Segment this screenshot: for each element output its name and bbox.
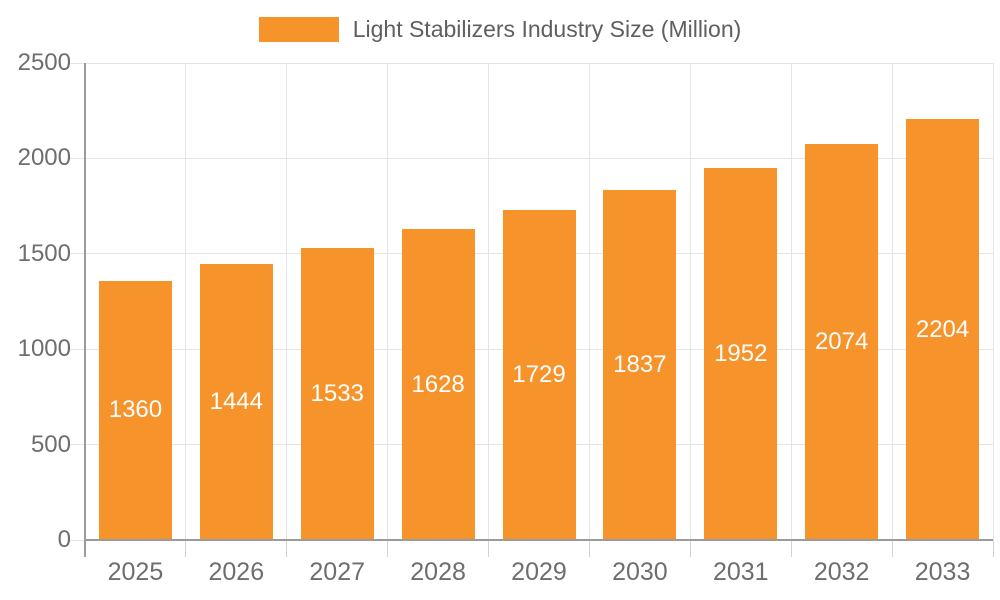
y-axis-label: 500 [30, 430, 71, 458]
bar-2029[interactable] [502, 210, 576, 540]
x-axis-label: 2026 [208, 558, 265, 586]
x-axis-label: 2032 [813, 558, 870, 586]
gridline-horizontal [85, 157, 993, 159]
x-axis-label: 2027 [309, 558, 366, 586]
x-axis-label: 2028 [410, 558, 466, 586]
y-axis-label: 2000 [17, 144, 71, 172]
gridline-vertical [790, 63, 792, 540]
gridline-vertical [185, 63, 187, 540]
bar-2030[interactable] [603, 189, 677, 540]
bar-2031[interactable] [704, 167, 778, 540]
y-axis-tick [69, 253, 85, 255]
y-axis-tick [69, 348, 85, 350]
y-axis-line [84, 63, 86, 557]
legend-swatch [258, 17, 339, 42]
gridline-vertical [387, 63, 389, 540]
gridline-vertical [891, 63, 893, 540]
x-axis-label: 2031 [712, 558, 769, 586]
y-axis-label: 2500 [17, 49, 71, 76]
gridline-horizontal [85, 62, 993, 64]
x-axis-tick [891, 540, 893, 557]
x-axis-tick [488, 540, 490, 557]
x-axis-tick [689, 540, 691, 557]
y-axis-tick [69, 444, 85, 446]
bar-2026[interactable] [199, 264, 273, 540]
gridline-vertical [588, 63, 590, 540]
gridline-vertical [689, 63, 691, 540]
x-axis-tick [992, 540, 994, 557]
y-axis-label: 1500 [17, 239, 71, 267]
gridline-vertical [488, 63, 490, 540]
legend-label: Light Stabilizers Industry Size (Million… [352, 16, 742, 42]
y-axis-tick [69, 62, 85, 64]
y-axis-tick [69, 539, 85, 541]
x-axis-tick [588, 540, 590, 557]
legend-item[interactable]: Light Stabilizers Industry Size (Million… [0, 16, 1000, 43]
x-axis-tick [286, 540, 288, 557]
x-axis-tick [790, 540, 792, 557]
bar-2033[interactable] [906, 119, 980, 540]
x-axis-label: 2029 [511, 558, 567, 586]
gridline-vertical [992, 63, 994, 540]
bar-2028[interactable] [401, 229, 475, 540]
bar-2025[interactable] [98, 280, 172, 540]
y-axis-tick [69, 157, 85, 159]
gridline-vertical [286, 63, 288, 540]
x-axis-label: 2025 [107, 558, 164, 586]
y-axis-label: 0 [57, 526, 71, 553]
x-axis-label: 2030 [612, 558, 668, 586]
x-axis-tick [387, 540, 389, 557]
x-axis-tick [185, 540, 187, 557]
bar-2027[interactable] [300, 247, 374, 540]
bar-2032[interactable] [805, 144, 879, 540]
y-axis-label: 1000 [17, 335, 71, 363]
x-axis-line [84, 539, 993, 541]
x-axis-label: 2033 [914, 558, 971, 586]
